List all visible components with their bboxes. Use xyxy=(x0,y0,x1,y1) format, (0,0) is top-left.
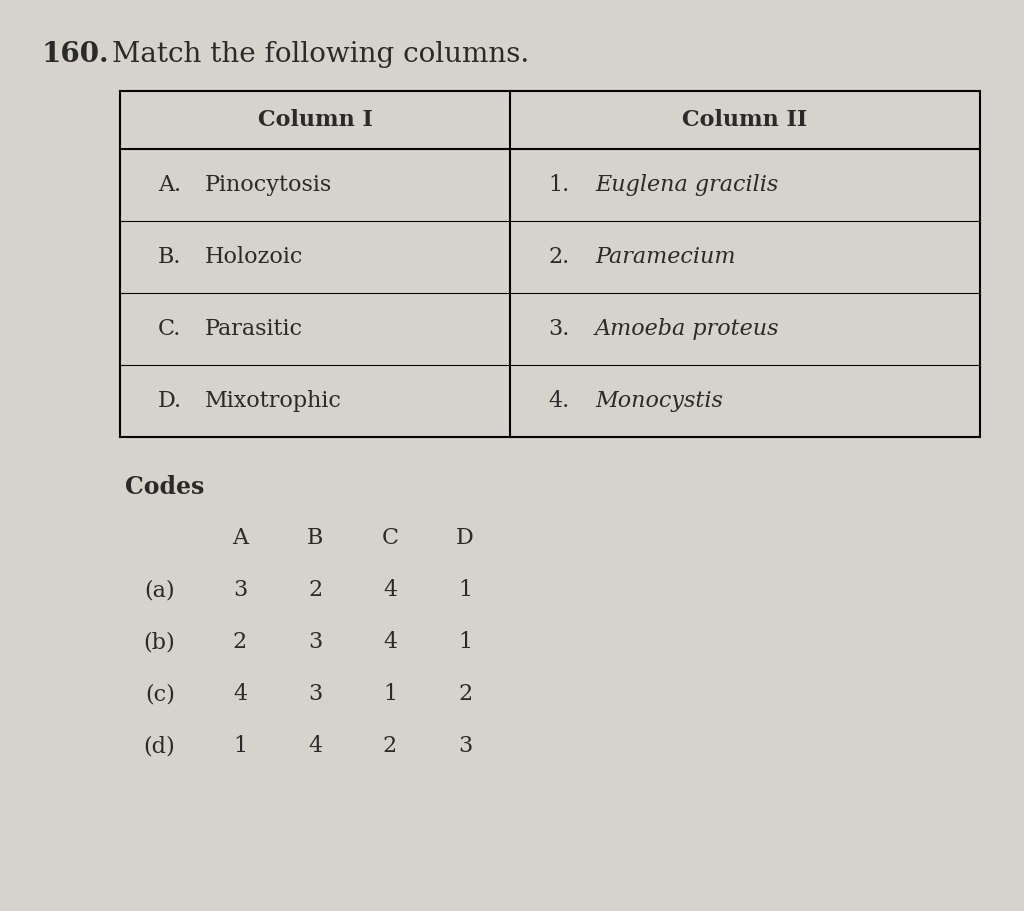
Text: 3: 3 xyxy=(308,631,323,653)
Text: A.: A. xyxy=(158,174,181,196)
Text: 1: 1 xyxy=(383,683,397,705)
Text: Euglena gracilis: Euglena gracilis xyxy=(595,174,778,196)
Text: 3: 3 xyxy=(458,735,472,757)
Text: C: C xyxy=(382,527,398,549)
Text: 2: 2 xyxy=(458,683,472,705)
Text: 4.: 4. xyxy=(548,390,569,412)
Text: 1.: 1. xyxy=(548,174,569,196)
Text: D.: D. xyxy=(158,390,182,412)
Text: (a): (a) xyxy=(144,579,175,601)
Text: 1: 1 xyxy=(458,579,472,601)
Text: Codes: Codes xyxy=(125,475,205,499)
Text: (c): (c) xyxy=(145,683,175,705)
Text: Match the following columns.: Match the following columns. xyxy=(112,41,529,68)
Text: Amoeba proteus: Amoeba proteus xyxy=(595,318,779,340)
Text: B.: B. xyxy=(158,246,181,268)
Text: Paramecium: Paramecium xyxy=(595,246,735,268)
Text: Holozoic: Holozoic xyxy=(205,246,303,268)
Text: 3: 3 xyxy=(308,683,323,705)
Text: 3.: 3. xyxy=(548,318,569,340)
Text: 4: 4 xyxy=(232,683,247,705)
Text: Mixotrophic: Mixotrophic xyxy=(205,390,342,412)
Text: 1: 1 xyxy=(232,735,247,757)
Text: Column II: Column II xyxy=(682,109,808,131)
Text: 160.: 160. xyxy=(42,41,110,68)
Text: 2: 2 xyxy=(232,631,247,653)
Text: Parasitic: Parasitic xyxy=(205,318,303,340)
Text: B: B xyxy=(307,527,324,549)
Text: Pinocytosis: Pinocytosis xyxy=(205,174,332,196)
Text: Monocystis: Monocystis xyxy=(595,390,723,412)
Text: A: A xyxy=(232,527,248,549)
Text: 2: 2 xyxy=(308,579,323,601)
Text: 4: 4 xyxy=(308,735,323,757)
Text: D: D xyxy=(456,527,474,549)
Text: 4: 4 xyxy=(383,579,397,601)
Text: (b): (b) xyxy=(143,631,175,653)
Text: 1: 1 xyxy=(458,631,472,653)
Text: 4: 4 xyxy=(383,631,397,653)
Text: (d): (d) xyxy=(143,735,175,757)
Text: Column I: Column I xyxy=(258,109,373,131)
Text: 2.: 2. xyxy=(548,246,569,268)
Text: 2: 2 xyxy=(383,735,397,757)
Text: C.: C. xyxy=(158,318,181,340)
Text: 3: 3 xyxy=(232,579,247,601)
